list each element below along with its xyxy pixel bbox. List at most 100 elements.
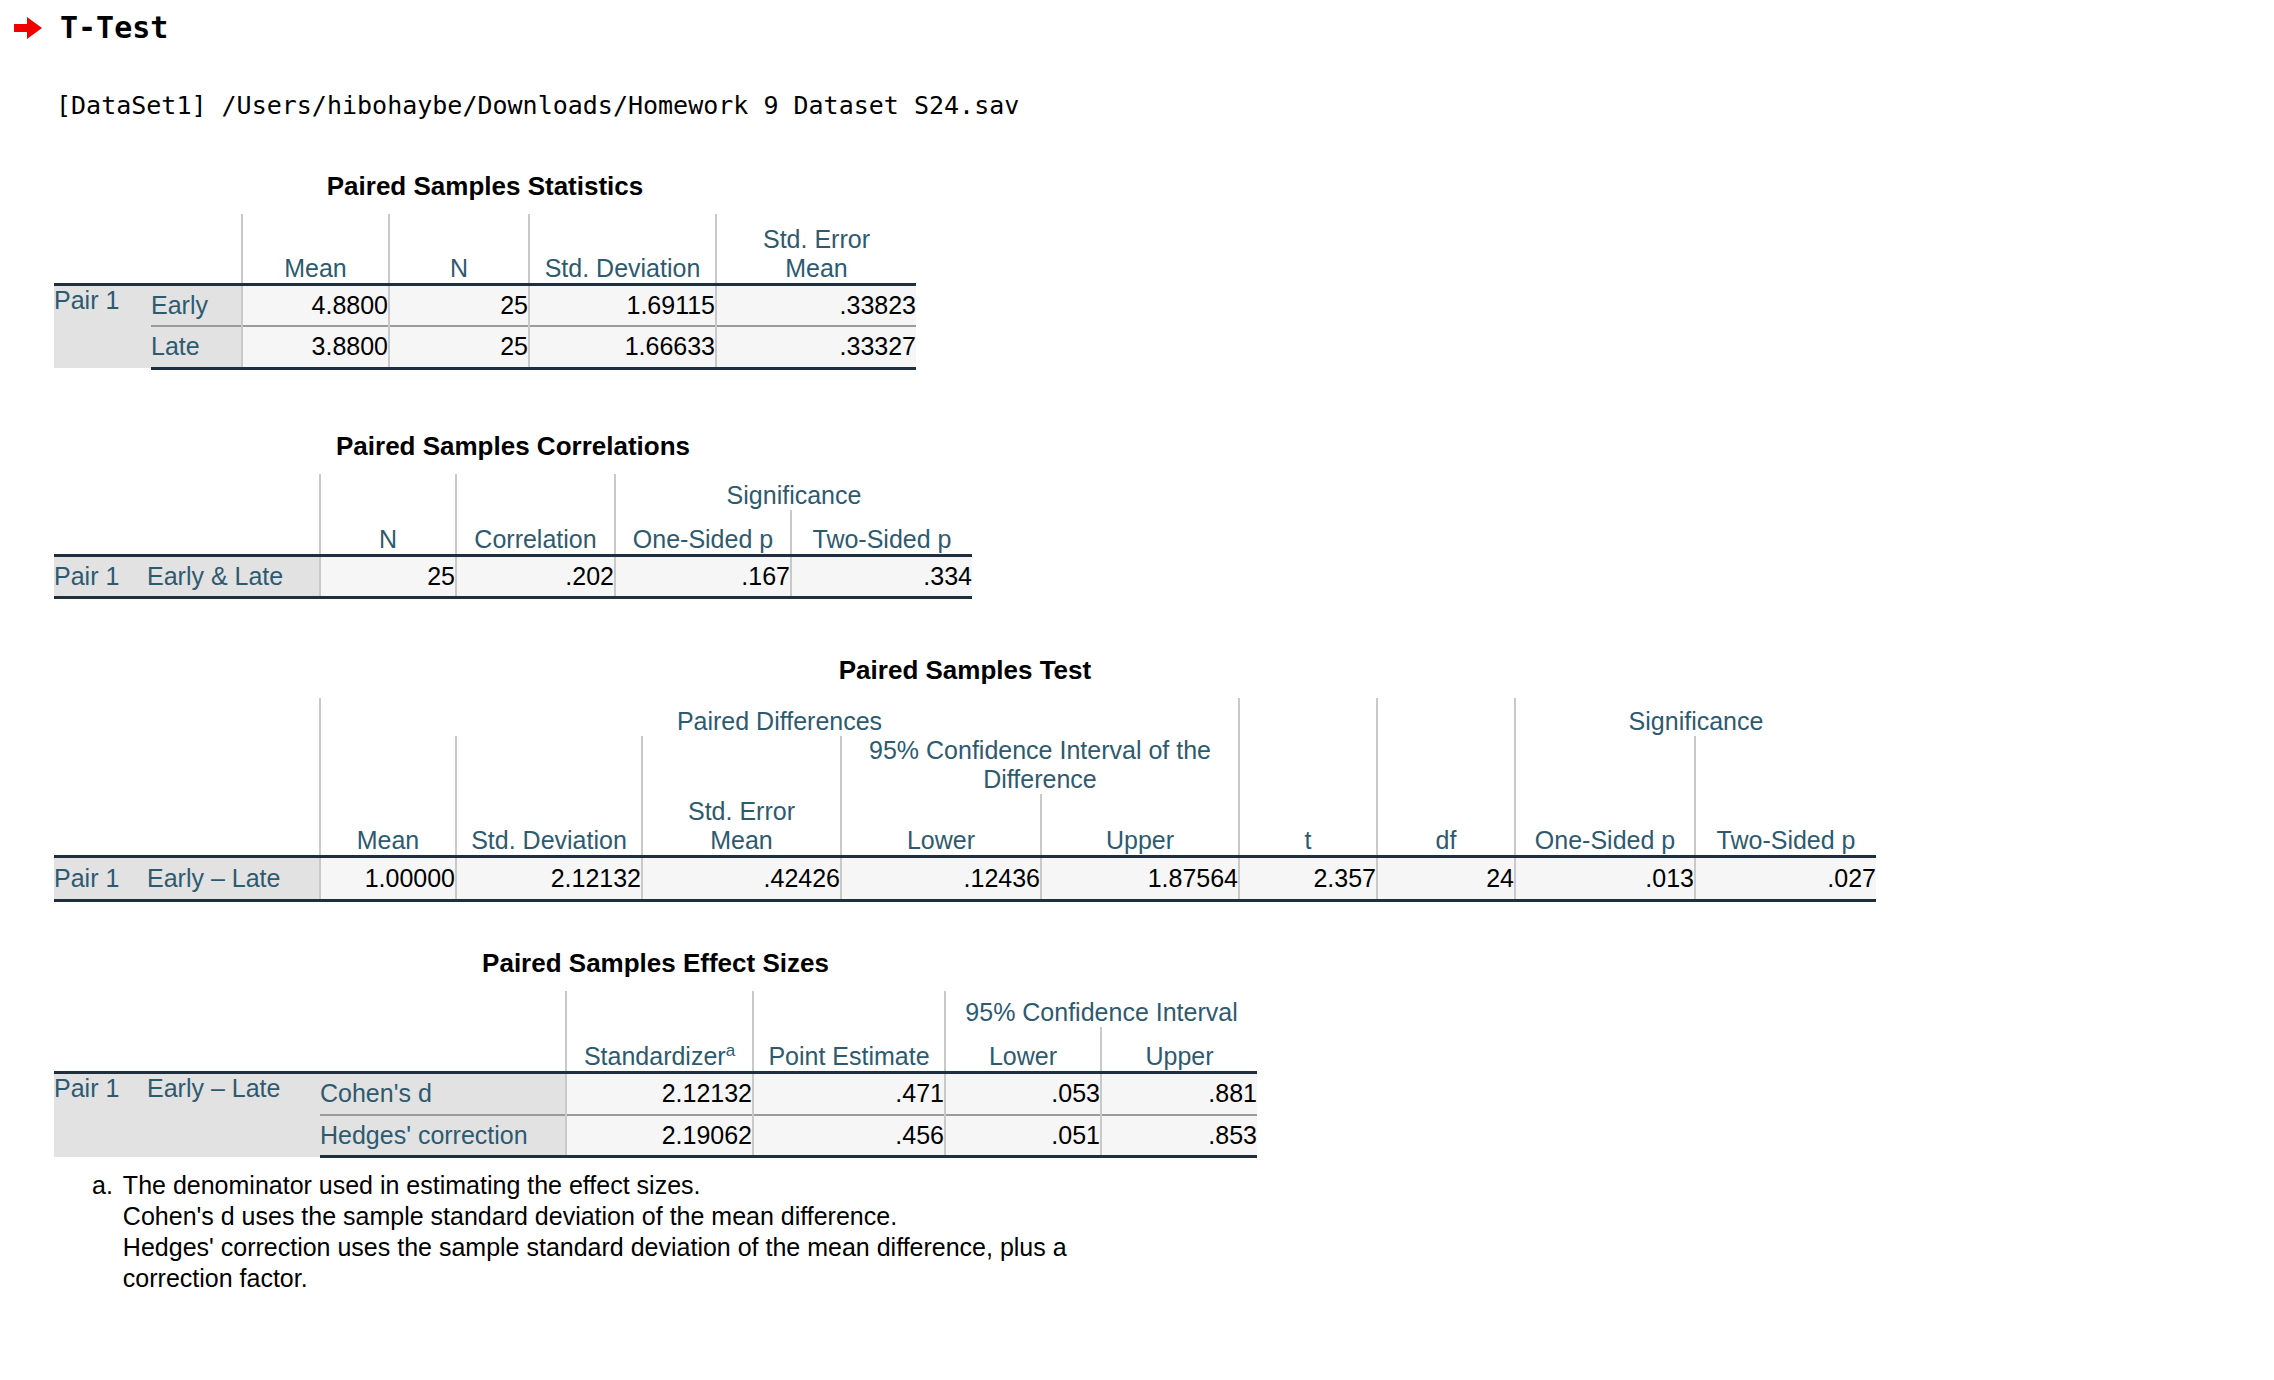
footnote-line: The denominator used in estimating the e… [123, 1170, 1067, 1201]
data-cell: .053 [945, 1073, 1101, 1115]
header-blank [320, 736, 456, 794]
col-header-std-deviation: Std. Deviation [529, 214, 716, 284]
data-cell: 4.8800 [242, 284, 389, 326]
data-cell: .881 [1101, 1073, 1257, 1115]
data-cell: .33823 [716, 284, 916, 326]
data-cell: 1.87564 [1041, 856, 1239, 900]
header-blank [753, 991, 945, 1027]
data-cell: 2.12132 [456, 856, 642, 900]
stub-pair: Pair 1 [54, 284, 151, 368]
stub-header-blank [54, 214, 242, 284]
col-header-mean: Mean [320, 794, 456, 856]
paired-samples-statistics-section: Paired Samples Statistics Mean N Std. De… [54, 170, 916, 370]
col-header-lower: Lower [945, 1027, 1101, 1073]
spanner-95-ci: 95% Confidence Interval [945, 991, 1257, 1027]
paired-samples-correlations-section: Paired Samples Correlations Significance… [54, 430, 972, 600]
col-header-two-sided-p: Two-Sided p [1695, 794, 1876, 856]
table-title-statistics: Paired Samples Statistics [54, 170, 916, 202]
paired-samples-effect-sizes-table[interactable]: 95% Confidence Interval Standardizera Po… [54, 991, 1257, 1159]
col-header-t: t [1239, 794, 1377, 856]
header-blank [1239, 736, 1377, 794]
header-blank [1239, 698, 1377, 736]
stub-header-blank [54, 794, 320, 856]
data-cell: .12436 [841, 856, 1041, 900]
col-header-upper: Upper [1041, 794, 1239, 856]
data-cell: 2.357 [1239, 856, 1377, 900]
col-header-correlation: Correlation [456, 510, 615, 556]
col-header-mean: Mean [242, 214, 389, 284]
data-cell: .202 [456, 556, 615, 598]
t-test-heading[interactable]: T-Test [12, 10, 2274, 45]
footnote-marker-a: a [726, 1041, 735, 1060]
data-cell: 1.00000 [320, 856, 456, 900]
stub-header-blank [54, 1027, 566, 1073]
data-cell: 25 [389, 284, 529, 326]
header-blank [1515, 736, 1695, 794]
spanner-95-ci-difference: 95% Confidence Interval of the Differenc… [841, 736, 1239, 794]
effect-sizes-footnote: a. The denominator used in estimating th… [92, 1170, 2274, 1294]
table-title-effect-sizes: Paired Samples Effect Sizes [54, 947, 1257, 979]
stub-var-late: Late [151, 326, 242, 368]
header-blank [1377, 698, 1515, 736]
data-cell: 1.69115 [529, 284, 716, 326]
stub-pair: Pair 1 [54, 556, 147, 598]
data-cell: .42426 [642, 856, 841, 900]
stub-header-blank [54, 736, 320, 794]
paired-samples-test-section: Paired Samples Test Paired Differences S… [54, 654, 1876, 902]
header-blank [1377, 736, 1515, 794]
section-title: T-Test [60, 10, 168, 45]
footnote-line: correction factor. [123, 1263, 1067, 1294]
stub-vars: Early – Late [147, 1073, 320, 1157]
footnote-marker: a. [92, 1170, 113, 1201]
header-blank [1695, 736, 1876, 794]
col-header-df: df [1377, 794, 1515, 856]
stub-header-blank [54, 991, 566, 1027]
data-cell: 3.8800 [242, 326, 389, 368]
stub-pair: Pair 1 [54, 856, 147, 900]
data-cell: .051 [945, 1115, 1101, 1157]
stub-header-blank [54, 474, 320, 510]
stub-header-blank [54, 510, 320, 556]
paired-samples-correlations-table[interactable]: Significance N Correlation One-Sided p T… [54, 474, 972, 600]
col-header-point-estimate: Point Estimate [753, 1027, 945, 1073]
spanner-paired-differences: Paired Differences [320, 698, 1239, 736]
data-cell: .167 [615, 556, 791, 598]
col-header-one-sided-p: One-Sided p [615, 510, 791, 556]
col-header-std-deviation: Std. Deviation [456, 794, 642, 856]
header-blank [642, 736, 841, 794]
data-cell: 24 [1377, 856, 1515, 900]
data-cell: .013 [1515, 856, 1695, 900]
table-title-test: Paired Samples Test [54, 654, 1876, 686]
footnote-line: Cohen's d uses the sample standard devia… [123, 1201, 1067, 1232]
data-cell: .456 [753, 1115, 945, 1157]
red-arrow-icon [12, 14, 44, 42]
col-header-n: N [389, 214, 529, 284]
paired-samples-effect-sizes-section: Paired Samples Effect Sizes 95% Confiden… [54, 947, 1257, 1159]
data-cell: .471 [753, 1073, 945, 1115]
header-blank [456, 736, 642, 794]
col-header-standardizer: Standardizera [566, 1027, 753, 1073]
spanner-significance: Significance [615, 474, 972, 510]
col-header-two-sided-p: Two-Sided p [791, 510, 972, 556]
data-cell: 25 [389, 326, 529, 368]
data-cell: .334 [791, 556, 972, 598]
stub-header-blank [54, 698, 320, 736]
stub-vars: Early – Late [147, 856, 320, 900]
paired-samples-statistics-table[interactable]: Mean N Std. Deviation Std. Error Mean Pa… [54, 214, 916, 370]
stub-hedges-correction: Hedges' correction [320, 1115, 566, 1157]
dataset-path-line[interactable]: [DataSet1] /Users/hibohaybe/Downloads/Ho… [56, 91, 2274, 120]
col-header-upper: Upper [1101, 1027, 1257, 1073]
data-cell: 2.12132 [566, 1073, 753, 1115]
header-blank [566, 991, 753, 1027]
data-cell: .027 [1695, 856, 1876, 900]
data-cell: 25 [320, 556, 456, 598]
col-header-one-sided-p: One-Sided p [1515, 794, 1695, 856]
table-title-correlations: Paired Samples Correlations [54, 430, 972, 462]
paired-samples-test-table[interactable]: Paired Differences Significance 95% Conf… [54, 698, 1876, 902]
col-header-lower: Lower [841, 794, 1041, 856]
col-header-std-error-mean: Std. Error Mean [716, 214, 916, 284]
data-cell: 2.19062 [566, 1115, 753, 1157]
spanner-significance: Significance [1515, 698, 1876, 736]
header-blank [320, 474, 456, 510]
stub-cohens-d: Cohen's d [320, 1073, 566, 1115]
